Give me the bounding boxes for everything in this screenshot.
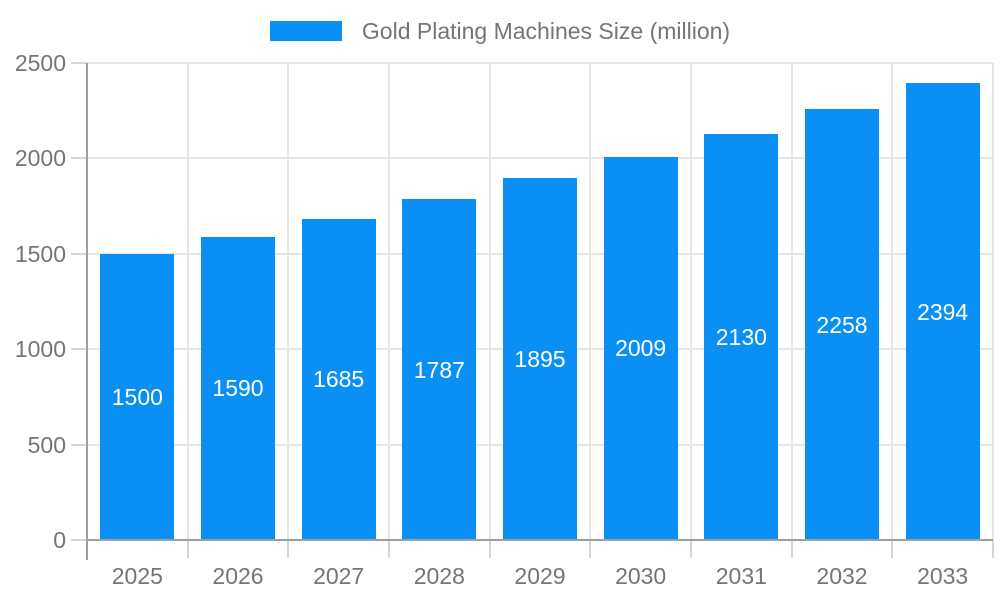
bar-value-label: 2394 bbox=[917, 298, 969, 325]
bar[interactable]: 1787 bbox=[402, 199, 477, 540]
bar-value-label: 1787 bbox=[413, 356, 465, 383]
bar[interactable]: 1685 bbox=[301, 218, 376, 540]
bar-value-label: 2009 bbox=[615, 335, 667, 362]
x-tick bbox=[790, 540, 793, 558]
gridline-v bbox=[388, 63, 390, 540]
y-tick bbox=[71, 62, 87, 64]
y-tick-label: 2500 bbox=[14, 50, 66, 76]
bar-value-label: 1895 bbox=[514, 346, 566, 373]
bar[interactable]: 1590 bbox=[201, 236, 275, 540]
gridline-v bbox=[891, 63, 894, 540]
x-tick bbox=[690, 540, 692, 558]
y-tick bbox=[71, 157, 87, 160]
legend-swatch bbox=[269, 21, 342, 41]
legend-label: Gold Plating Machines Size (million) bbox=[361, 18, 731, 44]
gridline-v bbox=[488, 63, 491, 540]
x-tick bbox=[488, 540, 491, 558]
y-tick-label: 500 bbox=[27, 431, 66, 458]
gridline-v bbox=[589, 63, 592, 540]
x-tick bbox=[992, 540, 994, 558]
x-axis-line bbox=[87, 539, 993, 541]
y-tick bbox=[71, 443, 87, 446]
gridline-v bbox=[790, 63, 793, 540]
x-tick bbox=[891, 540, 894, 558]
gridline-v bbox=[992, 63, 994, 540]
bar[interactable]: 2009 bbox=[603, 156, 678, 540]
x-tick-label: 2030 bbox=[615, 563, 667, 589]
bar-value-label: 2258 bbox=[816, 311, 868, 338]
bar[interactable]: 1500 bbox=[100, 253, 175, 540]
gridline-v bbox=[287, 63, 290, 540]
x-tick-label: 2033 bbox=[917, 563, 969, 589]
y-tick bbox=[71, 252, 87, 255]
y-tick-label: 1500 bbox=[14, 240, 66, 267]
y-tick-label: 2000 bbox=[14, 145, 66, 172]
gridline-h bbox=[87, 62, 993, 64]
y-tick bbox=[71, 348, 87, 351]
bar[interactable]: 1895 bbox=[503, 178, 577, 540]
x-tick-label: 2025 bbox=[111, 563, 163, 589]
x-tick bbox=[287, 540, 290, 558]
x-tick-label: 2026 bbox=[212, 563, 264, 589]
gridline-v bbox=[186, 63, 189, 540]
gridline-v bbox=[690, 63, 692, 540]
y-tick-label: 0 bbox=[53, 527, 66, 553]
x-tick bbox=[388, 540, 390, 558]
bar[interactable]: 2258 bbox=[805, 109, 879, 540]
y-axis-line bbox=[86, 63, 88, 560]
legend[interactable]: Gold Plating Machines Size (million) bbox=[0, 17, 1000, 45]
gridline-h bbox=[87, 157, 993, 160]
x-tick bbox=[589, 540, 592, 558]
bar[interactable]: 2394 bbox=[905, 83, 980, 540]
bar-value-label: 1500 bbox=[111, 383, 163, 410]
x-tick-label: 2029 bbox=[514, 563, 566, 589]
bar-value-label: 1685 bbox=[313, 366, 365, 393]
y-tick bbox=[71, 539, 87, 541]
x-tick bbox=[186, 540, 189, 558]
x-tick-label: 2032 bbox=[816, 563, 868, 589]
bar-value-label: 1590 bbox=[212, 375, 264, 402]
x-tick-label: 2027 bbox=[313, 563, 365, 589]
y-tick-label: 1000 bbox=[14, 336, 66, 363]
bar[interactable]: 2130 bbox=[704, 133, 779, 540]
x-tick-label: 2031 bbox=[715, 563, 767, 589]
x-tick-label: 2028 bbox=[413, 563, 465, 589]
bar-value-label: 2130 bbox=[715, 323, 767, 350]
